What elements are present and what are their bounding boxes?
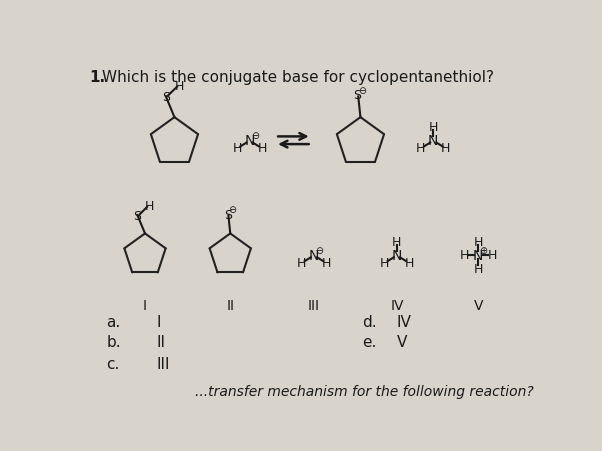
Text: H: H [380, 257, 389, 270]
Text: N: N [244, 134, 255, 148]
Text: ⊖: ⊖ [251, 131, 259, 141]
Text: IV: IV [397, 314, 412, 329]
Text: d.: d. [362, 314, 377, 329]
Text: H: H [257, 142, 267, 155]
Text: b.: b. [106, 335, 121, 350]
Text: I: I [143, 299, 147, 313]
Text: S: S [162, 91, 170, 103]
Text: 1.: 1. [89, 69, 105, 84]
Text: IV: IV [390, 299, 403, 313]
Text: H: H [321, 257, 331, 270]
Text: N: N [473, 249, 483, 262]
Text: S: S [134, 209, 141, 222]
Text: H: H [474, 263, 483, 276]
Text: c.: c. [106, 356, 120, 371]
Text: H: H [488, 249, 497, 262]
Text: ⊖: ⊖ [228, 204, 237, 214]
Text: V: V [397, 335, 407, 350]
Text: H: H [144, 199, 154, 212]
Text: S: S [353, 89, 361, 102]
Text: H: H [416, 142, 426, 155]
Text: III: III [157, 356, 170, 371]
Text: S: S [224, 208, 232, 221]
Text: ⊖: ⊖ [315, 245, 323, 255]
Text: H: H [474, 235, 483, 248]
Text: H: H [405, 257, 414, 270]
Text: N: N [392, 249, 402, 262]
Text: H: H [175, 79, 184, 92]
Text: V: V [474, 299, 483, 313]
Text: ⊕: ⊕ [480, 245, 488, 255]
Text: H: H [441, 142, 450, 155]
Text: a.: a. [106, 314, 120, 329]
Text: N: N [309, 249, 319, 262]
Text: H: H [232, 142, 242, 155]
Text: H: H [429, 120, 438, 133]
Text: e.: e. [362, 335, 376, 350]
Text: H: H [459, 249, 469, 262]
Text: I: I [157, 314, 161, 329]
Text: H: H [297, 257, 306, 270]
Text: ...transfer mechanism for the following reaction?: ...transfer mechanism for the following … [196, 384, 534, 398]
Text: II: II [157, 335, 166, 350]
Text: II: II [226, 299, 234, 313]
Text: Which is the conjugate base for cyclopentanethiol?: Which is the conjugate base for cyclopen… [102, 69, 494, 84]
Text: N: N [428, 134, 438, 148]
Text: H: H [392, 235, 402, 248]
Text: ⊖: ⊖ [358, 85, 366, 95]
Text: III: III [308, 299, 320, 313]
